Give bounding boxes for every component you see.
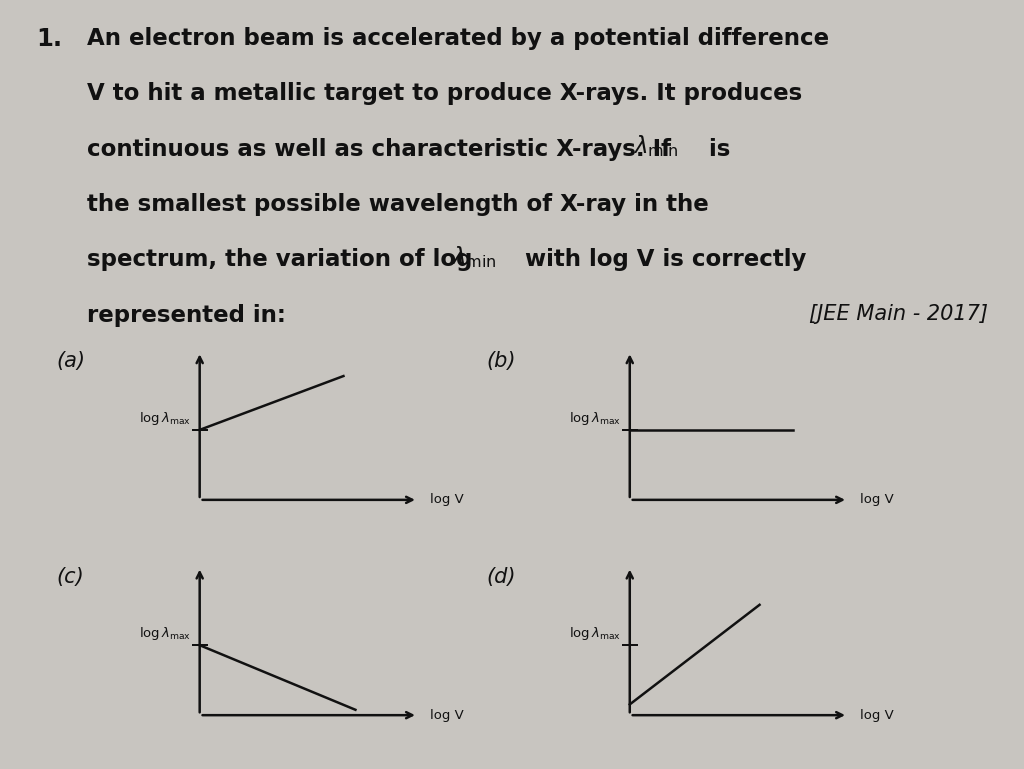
Text: $\log\lambda_{\rm max}$: $\log\lambda_{\rm max}$ (139, 410, 191, 427)
Text: 1.: 1. (36, 27, 62, 51)
Text: is: is (701, 138, 731, 161)
Text: $\lambda_{\rm min}$: $\lambda_{\rm min}$ (451, 244, 496, 270)
Text: (c): (c) (56, 567, 84, 587)
Text: the smallest possible wavelength of X-ray in the: the smallest possible wavelength of X-ra… (87, 193, 709, 216)
Text: (a): (a) (56, 351, 85, 371)
Text: log V: log V (860, 494, 894, 506)
Text: spectrum, the variation of log: spectrum, the variation of log (87, 248, 480, 271)
Text: An electron beam is accelerated by a potential difference: An electron beam is accelerated by a pot… (87, 27, 829, 50)
Text: represented in:: represented in: (87, 304, 286, 327)
Text: log V: log V (430, 709, 464, 721)
Text: $\log\lambda_{\rm max}$: $\log\lambda_{\rm max}$ (139, 625, 191, 642)
Text: [JEE Main - 2017]: [JEE Main - 2017] (809, 304, 988, 324)
Text: $\log\lambda_{\rm max}$: $\log\lambda_{\rm max}$ (569, 625, 622, 642)
Text: (d): (d) (486, 567, 516, 587)
Text: (b): (b) (486, 351, 516, 371)
Text: V to hit a metallic target to produce X-rays. It produces: V to hit a metallic target to produce X-… (87, 82, 802, 105)
Text: continuous as well as characteristic X-rays. If: continuous as well as characteristic X-r… (87, 138, 679, 161)
Text: $\log\lambda_{\rm max}$: $\log\lambda_{\rm max}$ (569, 410, 622, 427)
Text: log V: log V (860, 709, 894, 721)
Text: log V: log V (430, 494, 464, 506)
Text: $\lambda_{\rm min}$: $\lambda_{\rm min}$ (633, 133, 678, 159)
Text: with log V is correctly: with log V is correctly (517, 248, 807, 271)
